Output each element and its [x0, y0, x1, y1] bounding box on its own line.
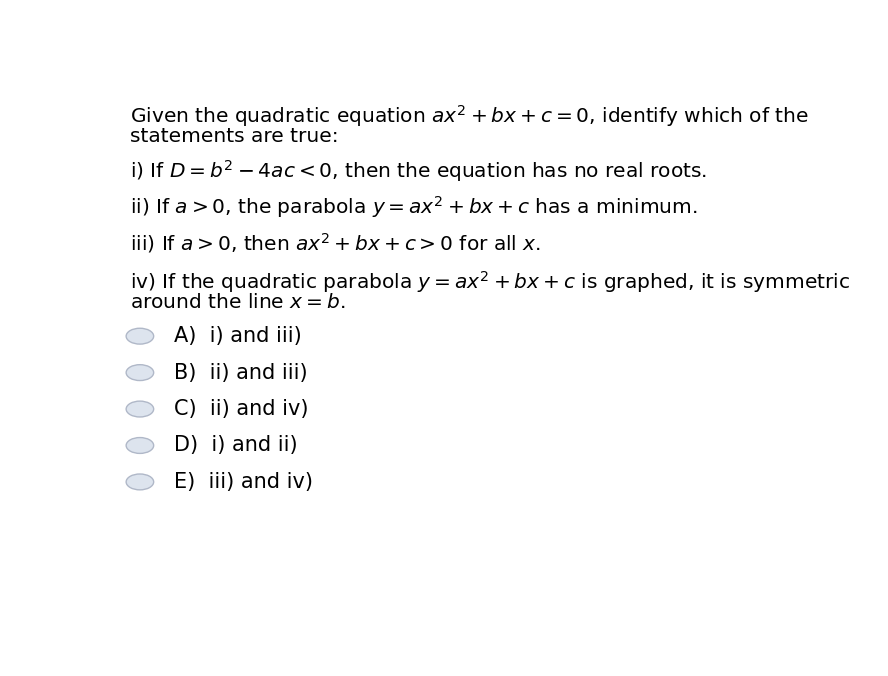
Ellipse shape	[126, 474, 154, 490]
Text: iii) If $a > 0$, then $ax^2 + bx + c > 0$ for all $x$.: iii) If $a > 0$, then $ax^2 + bx + c > 0…	[131, 231, 542, 255]
Ellipse shape	[126, 364, 154, 381]
Text: iv) If the quadratic parabola $y = ax^2 + bx + c$ is graphed, it is symmetric: iv) If the quadratic parabola $y = ax^2 …	[131, 270, 850, 295]
Ellipse shape	[126, 401, 154, 417]
Text: ii) If $a > 0$, the parabola $y = ax^2 + bx + c$ has a minimum.: ii) If $a > 0$, the parabola $y = ax^2 +…	[131, 195, 698, 220]
Text: A)  i) and iii): A) i) and iii)	[174, 327, 302, 346]
Text: Given the quadratic equation $ax^2 + bx + c = 0$, identify which of the: Given the quadratic equation $ax^2 + bx …	[131, 103, 809, 129]
Text: C)  ii) and iv): C) ii) and iv)	[174, 399, 309, 419]
Text: B)  ii) and iii): B) ii) and iii)	[174, 362, 308, 383]
Text: i) If $D = b^2 - 4ac < 0$, then the equation has no real roots.: i) If $D = b^2 - 4ac < 0$, then the equa…	[131, 158, 708, 184]
Ellipse shape	[126, 437, 154, 454]
Ellipse shape	[126, 329, 154, 344]
Text: statements are true:: statements are true:	[131, 127, 339, 146]
Text: E)  iii) and iv): E) iii) and iv)	[174, 472, 313, 492]
Text: D)  i) and ii): D) i) and ii)	[174, 435, 298, 456]
Text: around the line $x = b$.: around the line $x = b$.	[131, 293, 345, 312]
